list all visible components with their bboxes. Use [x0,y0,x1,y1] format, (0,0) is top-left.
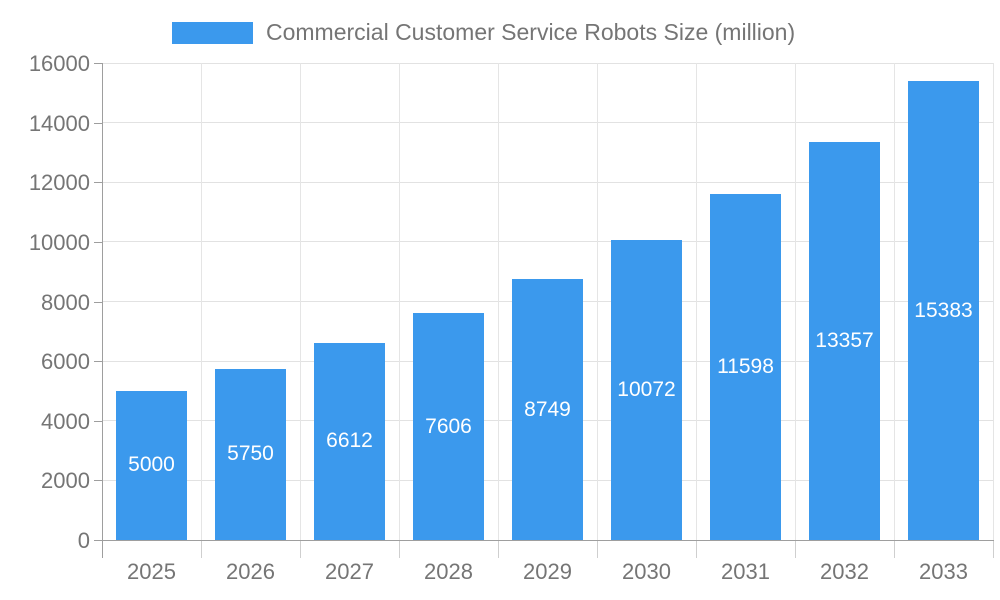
y-tick [94,182,102,184]
x-gridline [992,63,994,540]
bars-layer: 5000 5750 6612 7606 8749 10072 11598 13357 15383 [102,63,993,540]
y-tick [94,420,102,422]
bar-value-label: 11598 [717,355,774,379]
y-axis-line [102,63,103,558]
y-gridline [102,241,993,243]
x-axis-tick-label: 2029 [523,559,572,584]
bar-value-label: 5750 [227,442,274,466]
x-tick [893,541,895,558]
legend-swatch [172,21,253,44]
y-tick [94,122,102,124]
x-gridline [398,63,400,540]
y-tick [94,63,102,64]
x-axis-tick-label: 2025 [127,559,176,584]
x-gridline [200,63,202,540]
bar [809,141,880,540]
y-tick [94,480,102,482]
x-axis-tick-label: 2028 [424,559,473,584]
y-gridline [102,122,993,124]
y-axis-tick-label: 8000 [41,289,90,315]
bar [908,81,979,540]
x-tick [299,541,301,558]
bar-value-label: 10072 [617,377,676,401]
y-axis-tick-label: 10000 [28,229,90,255]
y-axis-tick-label: 16000 [28,51,90,76]
bar-value-label: 8749 [524,397,571,421]
bar-value-label: 13357 [815,328,874,352]
x-gridline [695,63,697,540]
x-tick [992,541,994,558]
bar [512,279,583,540]
bar [314,342,385,540]
x-gridline [893,63,895,540]
bar-value-label: 6612 [326,429,373,453]
x-axis-tick-label: 2033 [919,559,968,584]
y-axis-tick-label: 12000 [28,170,90,196]
bar-value-label: 7606 [425,414,472,438]
bar [215,368,286,540]
y-axis-tick-label: 6000 [41,349,90,375]
bar [710,194,781,540]
x-tick [794,541,796,558]
x-tick [497,541,499,558]
bar [413,313,484,540]
y-axis-tick-label: 2000 [41,468,90,494]
x-gridline [794,63,796,540]
x-axis-tick-label: 2032 [820,559,869,584]
y-axis-tick-label: 0 [77,528,90,553]
x-tick [695,541,697,558]
y-axis-tick-label: 4000 [41,408,90,434]
bar [116,390,187,540]
y-gridline [102,181,993,183]
bar-value-label: 15383 [914,298,973,322]
x-axis-tick-label: 2026 [226,559,275,584]
y-gridline [102,62,993,64]
y-axis-tick-label: 14000 [28,110,90,136]
bar [611,239,682,540]
y-tick [94,301,102,303]
y-tick [94,241,102,243]
legend: Commercial Customer Service Robots Size … [172,19,795,46]
bar-value-label: 5000 [128,453,175,477]
x-gridline [596,63,598,540]
x-axis-tick-label: 2030 [622,559,671,584]
x-tick [398,541,400,558]
x-axis-tick-label: 2031 [721,559,770,584]
x-axis-tick-label: 2027 [325,559,374,584]
x-axis-line [102,540,994,541]
legend-label: Commercial Customer Service Robots Size … [266,19,796,45]
y-tick [94,361,102,363]
x-gridline [299,63,301,540]
x-gridline [497,63,499,540]
x-tick [200,541,202,558]
y-tick [94,540,102,541]
x-tick [596,541,598,558]
